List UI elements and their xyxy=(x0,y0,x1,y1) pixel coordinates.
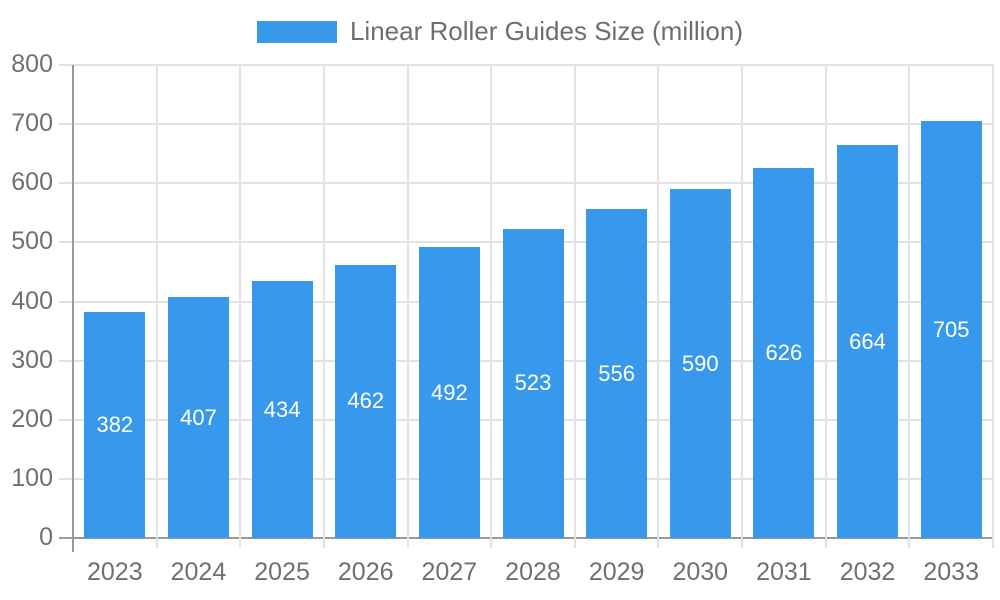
y-axis-label: 600 xyxy=(11,168,53,197)
gridline-vertical xyxy=(657,65,660,548)
y-axis-label: 800 xyxy=(11,50,53,78)
bar-2029[interactable]: 556 xyxy=(586,209,648,538)
gridline-horizontal xyxy=(59,123,993,126)
y-axis-label: 300 xyxy=(11,345,53,374)
x-axis-baseline xyxy=(59,537,993,539)
gridline-horizontal xyxy=(59,182,993,185)
gridline-horizontal xyxy=(59,64,993,66)
bar-value-label: 462 xyxy=(347,388,385,414)
bar-value-label: 407 xyxy=(180,404,217,430)
gridline-vertical xyxy=(824,65,827,548)
x-axis-label: 2024 xyxy=(170,558,227,586)
gridline-vertical xyxy=(239,65,242,548)
bar-2032[interactable]: 664 xyxy=(837,145,899,538)
y-axis-label: 0 xyxy=(39,523,53,551)
bar-2023[interactable]: 382 xyxy=(84,312,146,538)
x-axis-label: 2023 xyxy=(87,558,143,586)
bar-value-label: 556 xyxy=(598,360,635,386)
y-axis-line xyxy=(72,65,74,552)
bar-2024[interactable]: 407 xyxy=(167,297,229,538)
bar-value-label: 626 xyxy=(765,339,803,365)
bar-2028[interactable]: 523 xyxy=(502,228,564,538)
bar-value-label: 434 xyxy=(263,396,301,422)
x-axis-label: 2028 xyxy=(505,558,561,586)
y-axis-label: 700 xyxy=(11,109,53,138)
bar-value-label: 664 xyxy=(849,328,886,354)
y-axis-label: 400 xyxy=(11,286,53,315)
gridline-vertical xyxy=(322,65,325,548)
x-axis-label: 2025 xyxy=(254,558,310,586)
legend-swatch xyxy=(256,20,337,43)
x-axis-label: 2032 xyxy=(839,558,896,586)
bar-2030[interactable]: 590 xyxy=(669,189,731,538)
bar-2027[interactable]: 492 xyxy=(418,247,480,538)
bar-value-label: 492 xyxy=(431,379,468,405)
bar-value-label: 382 xyxy=(96,412,134,438)
x-axis-label: 2031 xyxy=(756,558,812,586)
legend-label: Linear Roller Guides Size (million) xyxy=(349,16,744,46)
legend: Linear Roller Guides Size (million) xyxy=(0,16,1000,47)
bar-2025[interactable]: 434 xyxy=(251,281,313,538)
x-axis-label: 2026 xyxy=(337,558,394,586)
gridline-vertical xyxy=(992,65,994,548)
x-axis-label: 2027 xyxy=(421,558,478,586)
gridline-vertical xyxy=(573,65,576,548)
gridline-vertical xyxy=(490,65,493,548)
y-axis-label: 500 xyxy=(11,227,53,256)
gridline-vertical xyxy=(406,65,409,548)
bar-2033[interactable]: 705 xyxy=(920,121,982,538)
bar-value-label: 705 xyxy=(932,316,970,342)
x-axis-label: 2029 xyxy=(588,558,645,586)
bar-2031[interactable]: 626 xyxy=(753,167,815,538)
gridline-vertical xyxy=(908,65,911,548)
bar-2026[interactable]: 462 xyxy=(335,264,397,538)
bar-value-label: 523 xyxy=(514,370,552,396)
gridline-vertical xyxy=(155,65,158,548)
gridline-vertical xyxy=(741,65,744,548)
x-axis-label: 2030 xyxy=(672,558,729,586)
x-axis-label: 2033 xyxy=(923,558,979,586)
bar-value-label: 590 xyxy=(681,350,719,376)
y-axis-label: 200 xyxy=(11,404,53,433)
y-axis-label: 100 xyxy=(11,463,53,492)
